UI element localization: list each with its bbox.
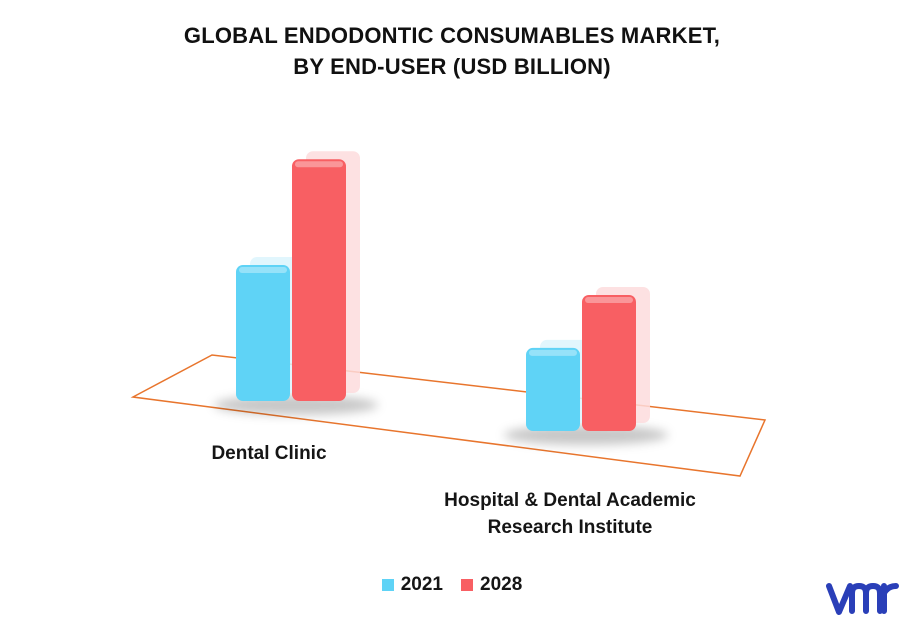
bar-front-face	[236, 265, 290, 401]
bar-front-face	[526, 347, 580, 431]
bar-highlight	[585, 297, 633, 303]
bar-highlight	[295, 161, 343, 168]
bar-2028-hospital-research	[582, 287, 650, 431]
category-label: Hospital & Dental Academic Research Insti…	[444, 490, 696, 538]
bar-highlight	[239, 267, 287, 273]
bars-layer	[214, 151, 668, 445]
category-labels: Dental Clinic Hospital & Dental Academic R…	[211, 443, 696, 538]
legend-label-2028: 2028	[480, 574, 523, 595]
chart-title-line-2: BY END-USER (USD BILLION)	[293, 54, 611, 79]
chart-title: GLOBAL ENDODONTIC CONSUMABLES MARKET, BY…	[0, 20, 904, 82]
category-label-line: Dental Clinic	[211, 443, 327, 464]
legend-item-2021: 2021	[381, 574, 443, 596]
category-label-line: Research Institute	[488, 517, 653, 538]
bar-front-face	[582, 295, 636, 431]
category-label: Dental Clinic	[211, 443, 327, 464]
bar-highlight	[529, 349, 577, 356]
bar-2021-dental-clinic	[236, 257, 304, 401]
legend-swatch-2028	[461, 579, 473, 591]
legend-label-2021: 2021	[400, 574, 443, 595]
legend: 2021 2028	[0, 574, 904, 596]
bar-2028-dental-clinic	[292, 151, 360, 401]
category-label-line: Hospital & Dental Academic	[444, 490, 696, 511]
bar-front-face	[292, 159, 346, 401]
legend-swatch-2021	[381, 579, 394, 591]
vmr-logo-icon	[826, 583, 899, 615]
chart-floor	[130, 354, 767, 477]
chart-title-line-1: GLOBAL ENDODONTIC CONSUMABLES MARKET,	[183, 23, 721, 48]
bar-2021-hospital-research	[526, 339, 594, 431]
legend-item-2028: 2028	[461, 574, 522, 596]
